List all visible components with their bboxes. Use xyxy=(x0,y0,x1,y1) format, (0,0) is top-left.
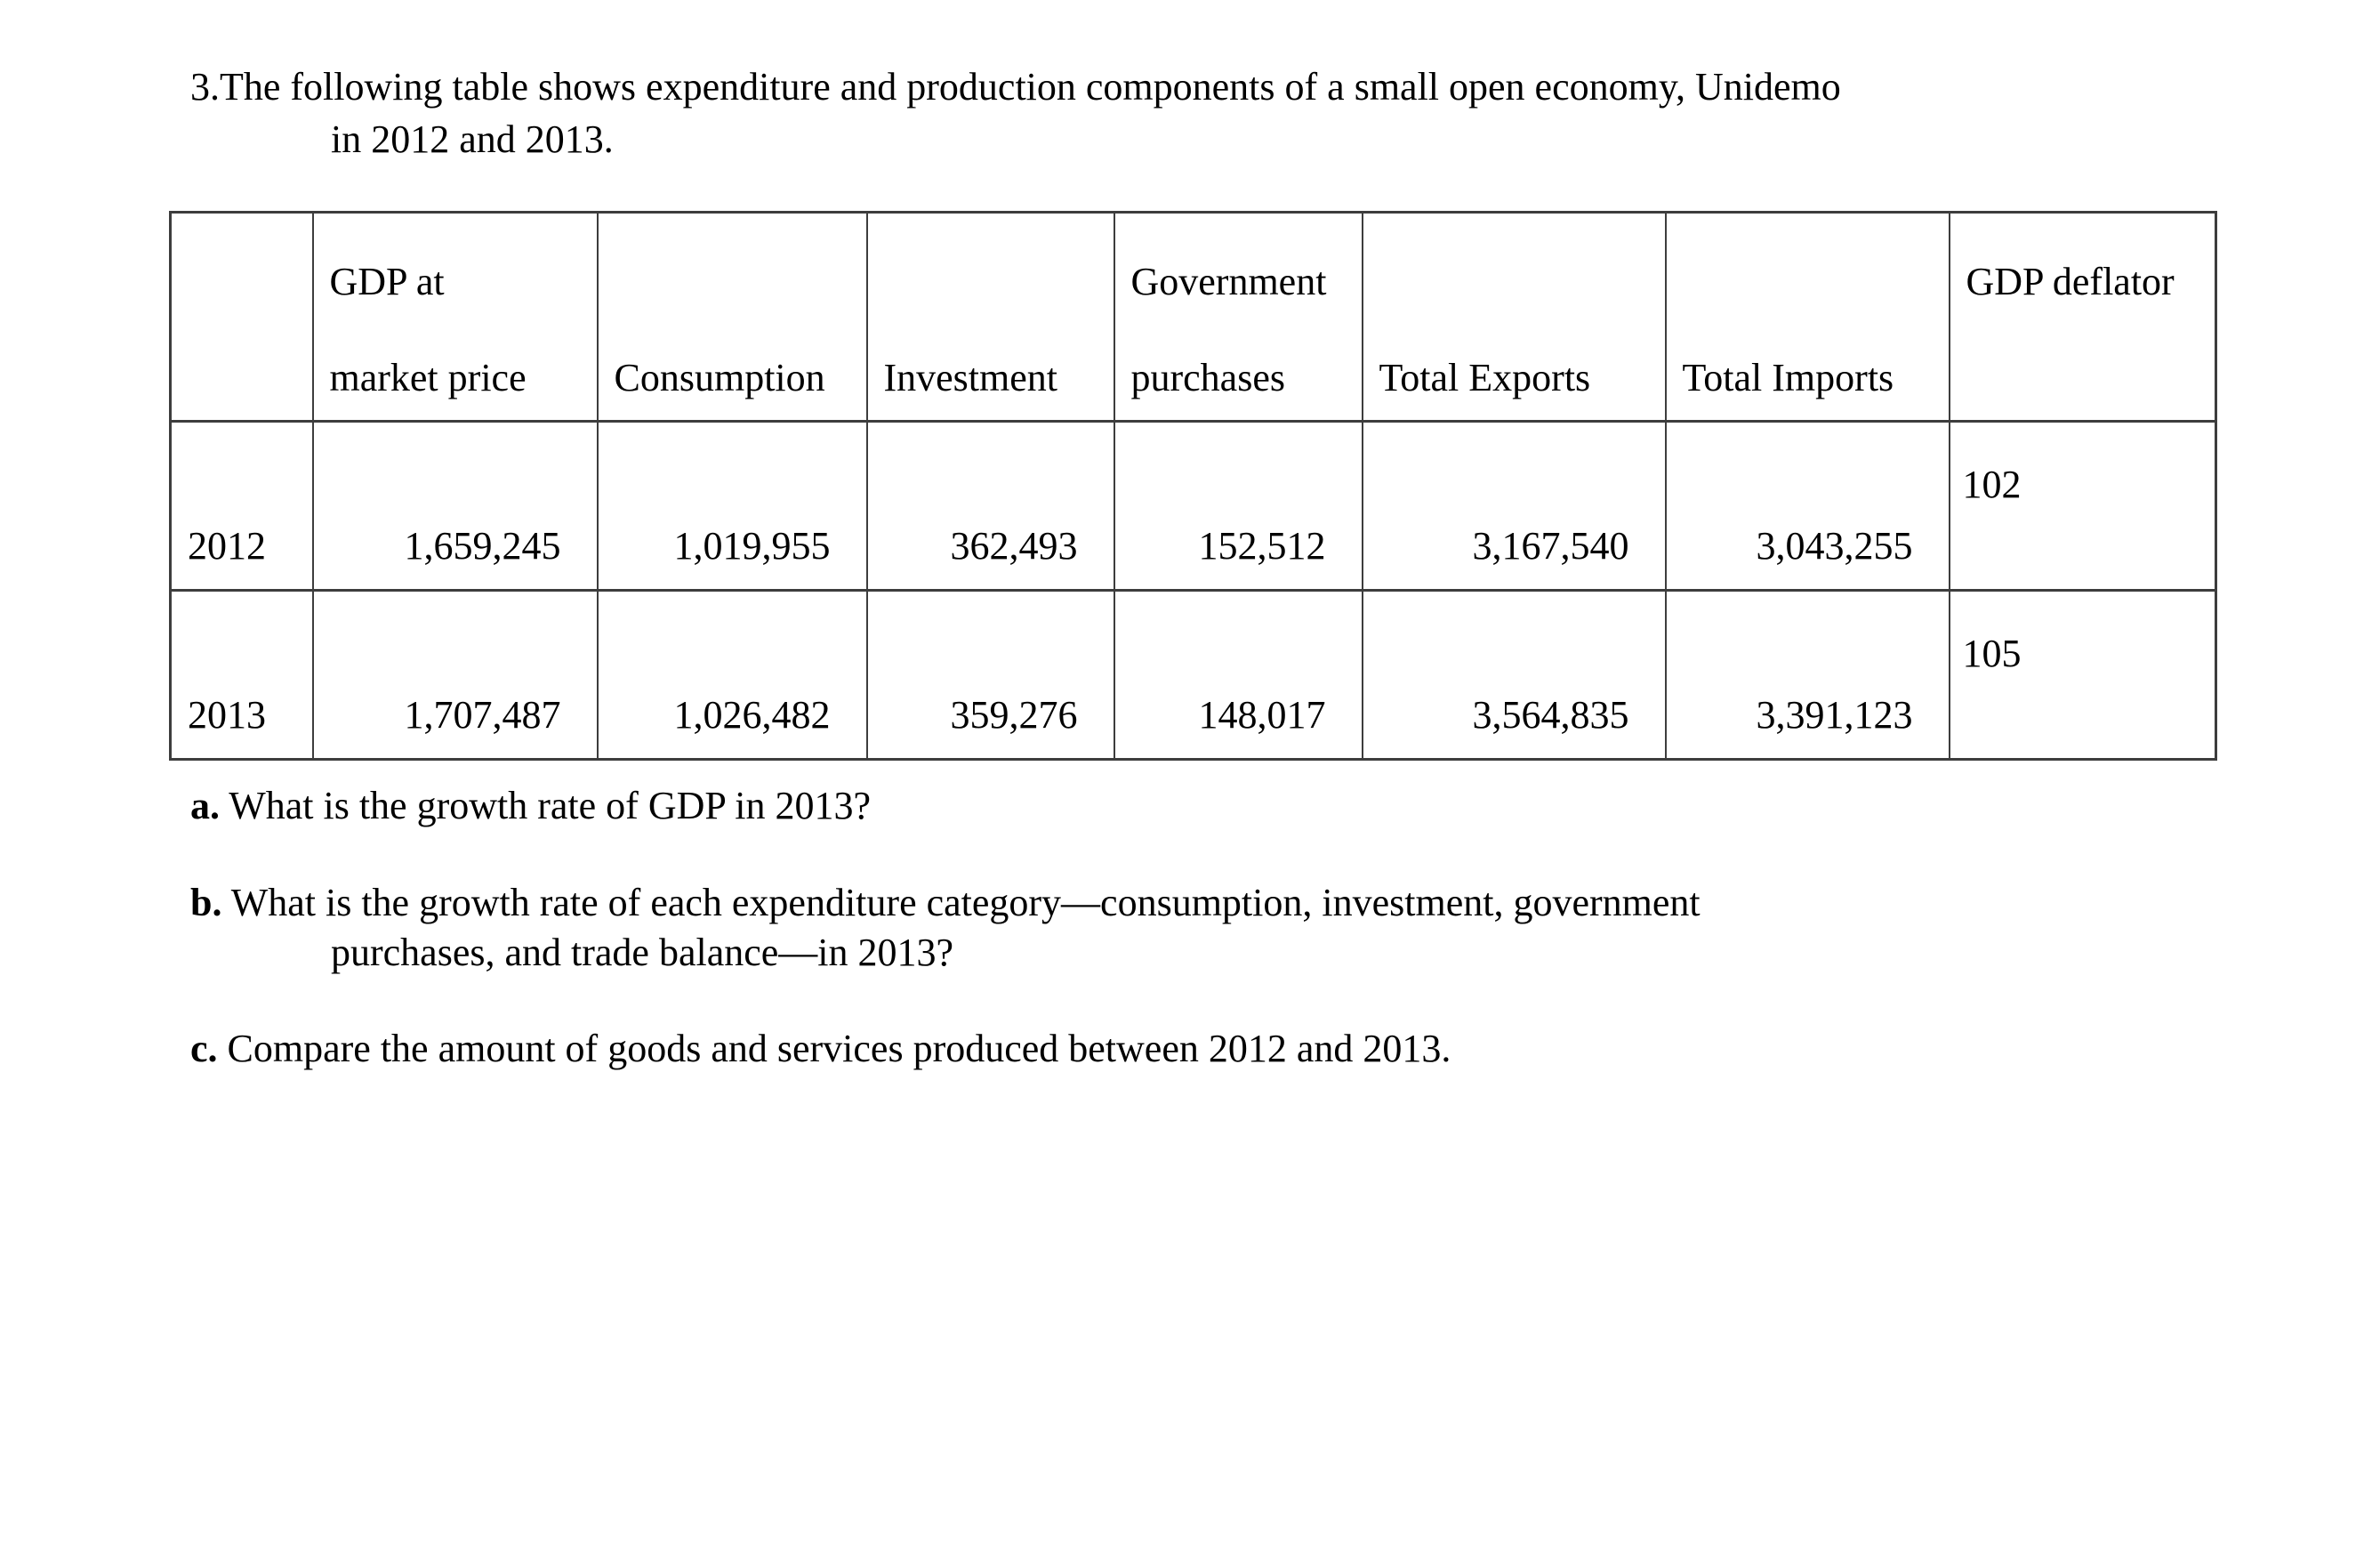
question-c: c. Compare the amount of goods and servi… xyxy=(190,1024,1451,1074)
value-2012-investment: 362,493 xyxy=(950,524,1078,568)
value-2013-government: 148,017 xyxy=(1198,693,1326,737)
cell-2012-government: 152,512 xyxy=(1113,420,1363,592)
header-cell-total-exports: Total Exports xyxy=(1361,211,1667,423)
cell-2012-exports: 3,167,540 xyxy=(1361,420,1667,592)
header-cell-empty xyxy=(169,211,314,423)
problem-title: 3.The following table shows expenditure … xyxy=(190,60,1841,165)
cell-2013-government: 148,017 xyxy=(1113,589,1363,761)
problem-title-line1: 3.The following table shows expenditure … xyxy=(190,65,1841,109)
value-2012-deflator: 102 xyxy=(1962,463,2022,506)
cell-2012-gdp: 1,659,245 xyxy=(311,420,599,592)
header-consumption-line2: Consumption xyxy=(614,356,825,399)
header-cell-investment: Investment xyxy=(865,211,1115,423)
cell-2013-investment: 359,276 xyxy=(865,589,1115,761)
cell-2013-year: 2013 xyxy=(169,589,314,761)
question-b: b. What is the growth rate of each expen… xyxy=(190,878,1701,978)
header-cell-total-imports: Total Imports xyxy=(1664,211,1950,423)
cell-2012-investment: 362,493 xyxy=(865,420,1115,592)
cell-2012-consumption: 1,019,955 xyxy=(596,420,868,592)
table-header-row: GDP at market price Consumption Investme… xyxy=(169,211,2217,423)
header-government-line2: purchases xyxy=(1130,356,1286,399)
question-a-label: a. xyxy=(190,784,220,827)
table-row-2012: 2012 1,659,245 1,019,955 362,493 152,512… xyxy=(169,420,2217,592)
header-gdp-line1: GDP at xyxy=(329,260,445,303)
value-2012-government: 152,512 xyxy=(1198,524,1326,568)
header-cell-gdp-market-price: GDP at market price xyxy=(311,211,599,423)
value-2013-deflator: 105 xyxy=(1962,632,2022,675)
value-2012-consumption: 1,019,955 xyxy=(673,524,831,568)
value-2012-gdp: 1,659,245 xyxy=(404,524,561,568)
header-government-line1: Government xyxy=(1130,260,1327,303)
question-a: a. What is the growth rate of GDP in 201… xyxy=(190,781,871,831)
value-2013-consumption: 1,026,482 xyxy=(673,693,831,737)
question-c-text: Compare the amount of goods and services… xyxy=(217,1027,1451,1070)
question-a-text: What is the growth rate of GDP in 2013? xyxy=(220,784,871,827)
header-imports-line2: Total Imports xyxy=(1682,356,1894,399)
value-2013-year: 2013 xyxy=(188,693,266,737)
table-row-2013: 2013 1,707,487 1,026,482 359,276 148,017… xyxy=(169,589,2217,761)
question-b-line1: b. What is the growth rate of each expen… xyxy=(190,878,1701,928)
cell-2013-imports: 3,391,123 xyxy=(1664,589,1950,761)
question-c-label: c. xyxy=(190,1027,218,1070)
cell-2012-imports: 3,043,255 xyxy=(1664,420,1950,592)
question-b-line2: purchases, and trade balance—in 2013? xyxy=(331,931,954,974)
header-gdp-line2: market price xyxy=(329,356,527,399)
value-2013-gdp: 1,707,487 xyxy=(404,693,561,737)
header-exports-line2: Total Exports xyxy=(1379,356,1591,399)
header-investment-line2: Investment xyxy=(883,356,1058,399)
value-2012-exports: 3,167,540 xyxy=(1472,524,1629,568)
value-2012-imports: 3,043,255 xyxy=(1756,524,1913,568)
value-2012-year: 2012 xyxy=(188,524,266,568)
question-b-text: What is the growth rate of each expendit… xyxy=(221,881,1701,924)
value-2013-imports: 3,391,123 xyxy=(1756,693,1913,737)
cell-2012-year: 2012 xyxy=(169,420,314,592)
value-2013-exports: 3,564,835 xyxy=(1472,693,1629,737)
header-cell-gdp-deflator: GDP deflator xyxy=(1948,211,2217,423)
header-deflator-line1: GDP deflator xyxy=(1966,260,2175,303)
cell-2013-exports: 3,564,835 xyxy=(1361,589,1667,761)
cell-2013-deflator: 105 xyxy=(1948,589,2217,761)
problem-title-line2: in 2012 and 2013. xyxy=(331,117,614,161)
cell-2013-consumption: 1,026,482 xyxy=(596,589,868,761)
header-cell-government-purchases: Government purchases xyxy=(1113,211,1363,423)
cell-2012-deflator: 102 xyxy=(1948,420,2217,592)
cell-2013-gdp: 1,707,487 xyxy=(311,589,599,761)
header-cell-consumption: Consumption xyxy=(596,211,868,423)
econ-data-table: GDP at market price Consumption Investme… xyxy=(169,211,2217,761)
value-2013-investment: 359,276 xyxy=(950,693,1078,737)
question-b-label: b. xyxy=(190,881,222,924)
